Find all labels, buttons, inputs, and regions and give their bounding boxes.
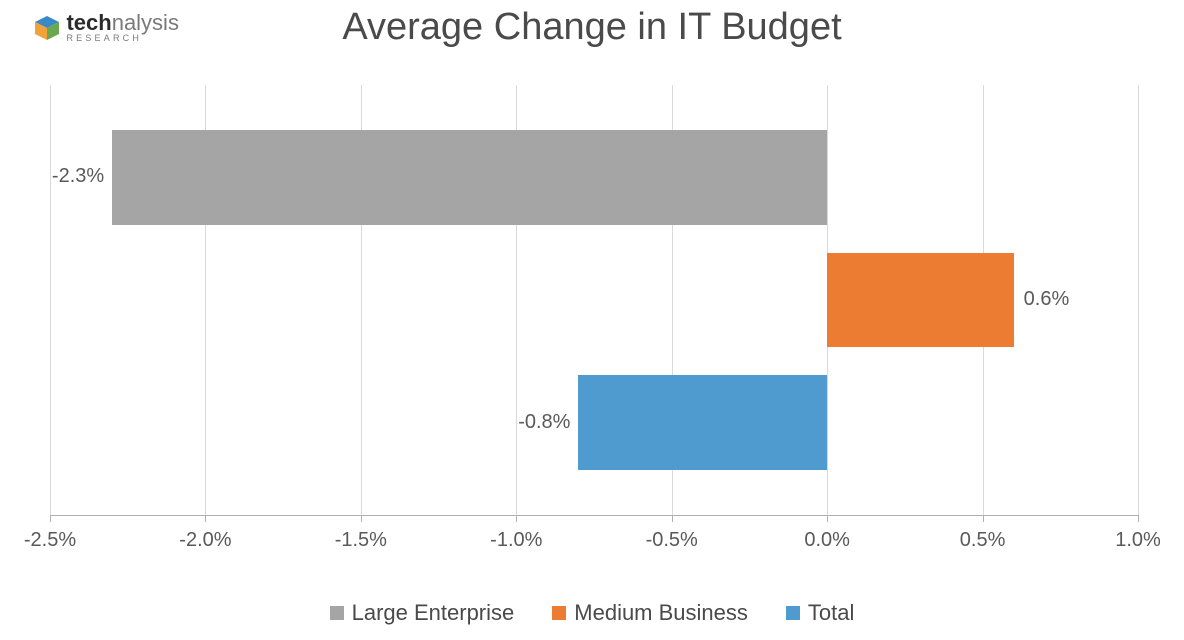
x-tick [516,515,517,522]
x-tick [205,515,206,522]
bar-value-label: -0.8% [518,411,570,434]
x-axis-line [50,515,1138,516]
legend-item: Large Enterprise [330,600,515,626]
legend-item: Total [786,600,854,626]
legend-label: Large Enterprise [352,600,515,626]
legend-swatch [786,606,800,620]
x-tick-label: 0.5% [960,529,1006,552]
x-axis: -2.5%-2.0%-1.5%-1.0%-0.5%0.0%0.5%1.0% [50,515,1138,565]
x-tick [361,515,362,522]
legend-label: Medium Business [574,600,748,626]
grid-line [50,85,51,515]
legend-swatch [330,606,344,620]
x-tick [983,515,984,522]
x-tick-label: -1.0% [490,529,542,552]
x-tick [827,515,828,522]
chart-container: technalysis RESEARCH Average Change in I… [0,0,1184,640]
x-tick [1138,515,1139,522]
legend-item: Medium Business [552,600,748,626]
bar-value-label: 0.6% [1024,288,1070,311]
x-tick-label: -2.5% [24,529,76,552]
plot-area: -2.3% 0.6% -0.8% [50,85,1138,515]
x-tick-label: -2.0% [179,529,231,552]
chart-title: Average Change in IT Budget [0,6,1184,49]
legend-label: Total [808,600,854,626]
x-tick-label: 1.0% [1115,529,1161,552]
x-tick [50,515,51,522]
legend-swatch [552,606,566,620]
x-tick-label: 0.0% [804,529,850,552]
bar-value-label: -2.3% [52,165,104,188]
x-tick [672,515,673,522]
x-tick-label: -0.5% [646,529,698,552]
grid-line [1138,85,1139,515]
bar [827,253,1014,348]
legend: Large Enterprise Medium Business Total [0,600,1184,626]
bar [578,375,827,470]
bar [112,130,827,225]
x-tick-label: -1.5% [335,529,387,552]
